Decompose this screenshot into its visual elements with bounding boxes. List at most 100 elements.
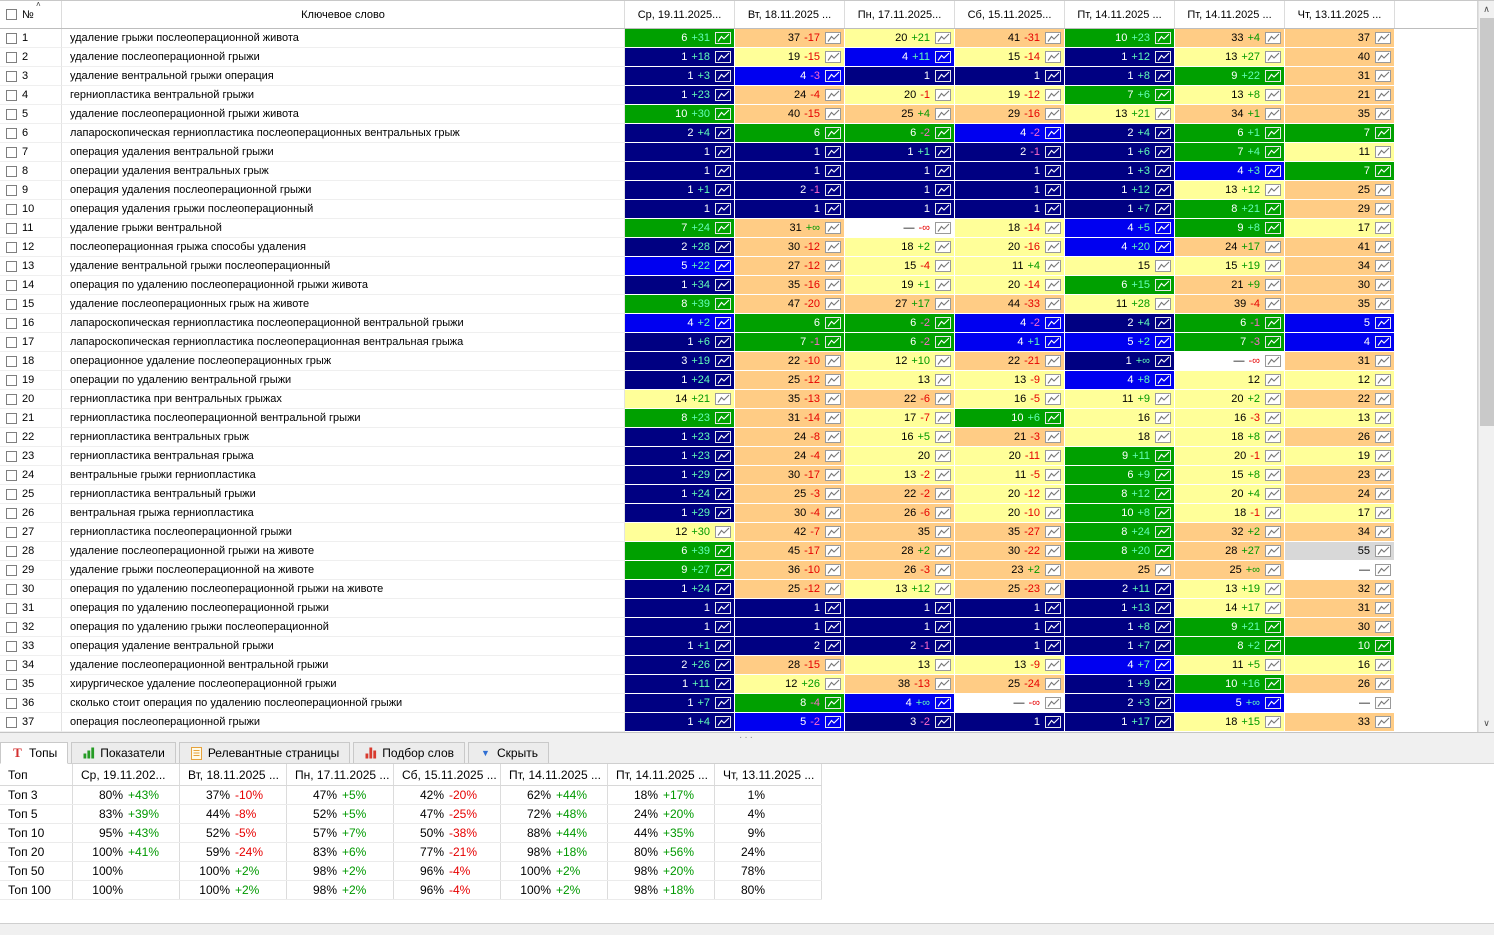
keyword-cell[interactable]: послеоперационная грыжа способы удаления	[62, 238, 625, 257]
position-cell[interactable]: 13 +19	[1175, 580, 1285, 599]
position-cell[interactable]: 6	[735, 124, 845, 143]
keyword-cell[interactable]: удаление послеоперационной грыжи на живо…	[62, 542, 625, 561]
sparkline-icon[interactable]	[1375, 526, 1391, 538]
position-cell[interactable]: 31 +∞	[735, 219, 845, 238]
position-cell[interactable]: 18 +2	[845, 238, 955, 257]
position-cell[interactable]: 1	[845, 67, 955, 86]
sparkline-icon[interactable]	[1045, 203, 1061, 215]
keyword-cell[interactable]: герниопластика вентральный грыжи	[62, 485, 625, 504]
row-checkbox[interactable]	[6, 507, 17, 519]
position-cell[interactable]: 28 -15	[735, 656, 845, 675]
position-cell[interactable]: 31	[1285, 67, 1395, 86]
position-cell[interactable]: 1	[735, 162, 845, 181]
position-cell[interactable]: 31 -14	[735, 409, 845, 428]
sparkline-icon[interactable]	[1045, 127, 1061, 139]
row-checkbox[interactable]	[6, 146, 17, 158]
row-checkbox[interactable]	[6, 241, 17, 253]
panel-splitter[interactable]: ···	[0, 732, 1494, 742]
row-checkbox[interactable]	[6, 298, 17, 310]
position-cell[interactable]: 15 +19	[1175, 257, 1285, 276]
position-cell[interactable]: 35	[845, 523, 955, 542]
position-cell[interactable]: 18 +15	[1175, 713, 1285, 732]
row-checkbox[interactable]	[6, 51, 17, 63]
position-cell[interactable]: 36 -10	[735, 561, 845, 580]
position-cell[interactable]: 19 -15	[735, 48, 845, 67]
sparkline-icon[interactable]	[1045, 336, 1061, 348]
position-cell[interactable]: 4 +11	[845, 48, 955, 67]
position-cell[interactable]: 1	[625, 618, 735, 637]
position-cell[interactable]: 25 -24	[955, 675, 1065, 694]
keyword-cell[interactable]: удаление вентральной грыжи послеоперацио…	[62, 257, 625, 276]
keyword-cell[interactable]: операция по удалению послеоперационной г…	[62, 580, 625, 599]
sparkline-icon[interactable]	[1265, 507, 1281, 519]
sparkline-icon[interactable]	[715, 716, 731, 728]
row-checkbox[interactable]	[6, 317, 17, 329]
sparkline-icon[interactable]	[715, 165, 731, 177]
sparkline-icon[interactable]	[825, 659, 841, 671]
position-cell[interactable]: 6	[735, 314, 845, 333]
sparkline-icon[interactable]	[1155, 545, 1171, 557]
sparkline-icon[interactable]	[715, 697, 731, 709]
position-cell[interactable]: 1 +3	[1065, 162, 1175, 181]
sparkline-icon[interactable]	[935, 583, 951, 595]
position-cell[interactable]: 20 +2	[1175, 390, 1285, 409]
position-cell[interactable]: 10 +23	[1065, 29, 1175, 48]
sparkline-icon[interactable]	[1375, 697, 1391, 709]
position-cell[interactable]: 30 -12	[735, 238, 845, 257]
sparkline-icon[interactable]	[715, 146, 731, 158]
position-cell[interactable]: 12	[1175, 371, 1285, 390]
sparkline-icon[interactable]	[1155, 203, 1171, 215]
position-cell[interactable]: 9 +22	[1175, 67, 1285, 86]
sparkline-icon[interactable]	[935, 279, 951, 291]
position-cell[interactable]: 28 +2	[845, 542, 955, 561]
position-cell[interactable]: 2 +4	[625, 124, 735, 143]
position-cell[interactable]: 1 +24	[625, 371, 735, 390]
position-cell[interactable]: 15 -14	[955, 48, 1065, 67]
sparkline-icon[interactable]	[1375, 108, 1391, 120]
sparkline-icon[interactable]	[935, 507, 951, 519]
position-cell[interactable]: 11 +28	[1065, 295, 1175, 314]
position-cell[interactable]: 20 -12	[955, 485, 1065, 504]
sparkline-icon[interactable]	[935, 222, 951, 234]
sparkline-icon[interactable]	[935, 165, 951, 177]
position-cell[interactable]: 1 +18	[625, 48, 735, 67]
position-cell[interactable]: 5 +2	[1065, 333, 1175, 352]
sparkline-icon[interactable]	[715, 488, 731, 500]
position-cell[interactable]: 1	[955, 713, 1065, 732]
position-cell[interactable]: 1	[735, 599, 845, 618]
sparkline-icon[interactable]	[825, 146, 841, 158]
sparkline-icon[interactable]	[1265, 450, 1281, 462]
sparkline-icon[interactable]	[825, 184, 841, 196]
sparkline-icon[interactable]	[1155, 583, 1171, 595]
position-cell[interactable]: 2 -1	[845, 637, 955, 656]
sparkline-icon[interactable]	[935, 203, 951, 215]
position-cell[interactable]: 1 +13	[1065, 599, 1175, 618]
sparkline-icon[interactable]	[1375, 70, 1391, 82]
sparkline-icon[interactable]	[825, 640, 841, 652]
sparkline-icon[interactable]	[825, 602, 841, 614]
sparkline-icon[interactable]	[825, 545, 841, 557]
date-column-header[interactable]: Пт, 14.11.2025 ...	[1175, 1, 1285, 28]
keyword-cell[interactable]: герниопластика вентральная грыжа	[62, 447, 625, 466]
sparkline-icon[interactable]	[715, 355, 731, 367]
position-cell[interactable]: 27 -12	[735, 257, 845, 276]
sparkline-icon[interactable]	[715, 431, 731, 443]
sparkline-icon[interactable]	[1155, 127, 1171, 139]
sparkline-icon[interactable]	[1045, 526, 1061, 538]
position-cell[interactable]: 1	[955, 67, 1065, 86]
position-cell[interactable]: 1 +23	[625, 86, 735, 105]
sparkline-icon[interactable]	[825, 716, 841, 728]
position-cell[interactable]: 13 +8	[1175, 86, 1285, 105]
sparkline-icon[interactable]	[1045, 412, 1061, 424]
position-cell[interactable]: 34 +1	[1175, 105, 1285, 124]
sparkline-icon[interactable]	[715, 583, 731, 595]
position-cell[interactable]: 26	[1285, 428, 1395, 447]
position-cell[interactable]: 19	[1285, 447, 1395, 466]
sparkline-icon[interactable]	[935, 697, 951, 709]
sparkline-icon[interactable]	[1045, 602, 1061, 614]
position-cell[interactable]: 11 +4	[955, 257, 1065, 276]
sparkline-icon[interactable]	[1045, 108, 1061, 120]
row-checkbox[interactable]	[6, 108, 17, 120]
row-checkbox[interactable]	[6, 488, 17, 500]
position-cell[interactable]: 34	[1285, 257, 1395, 276]
